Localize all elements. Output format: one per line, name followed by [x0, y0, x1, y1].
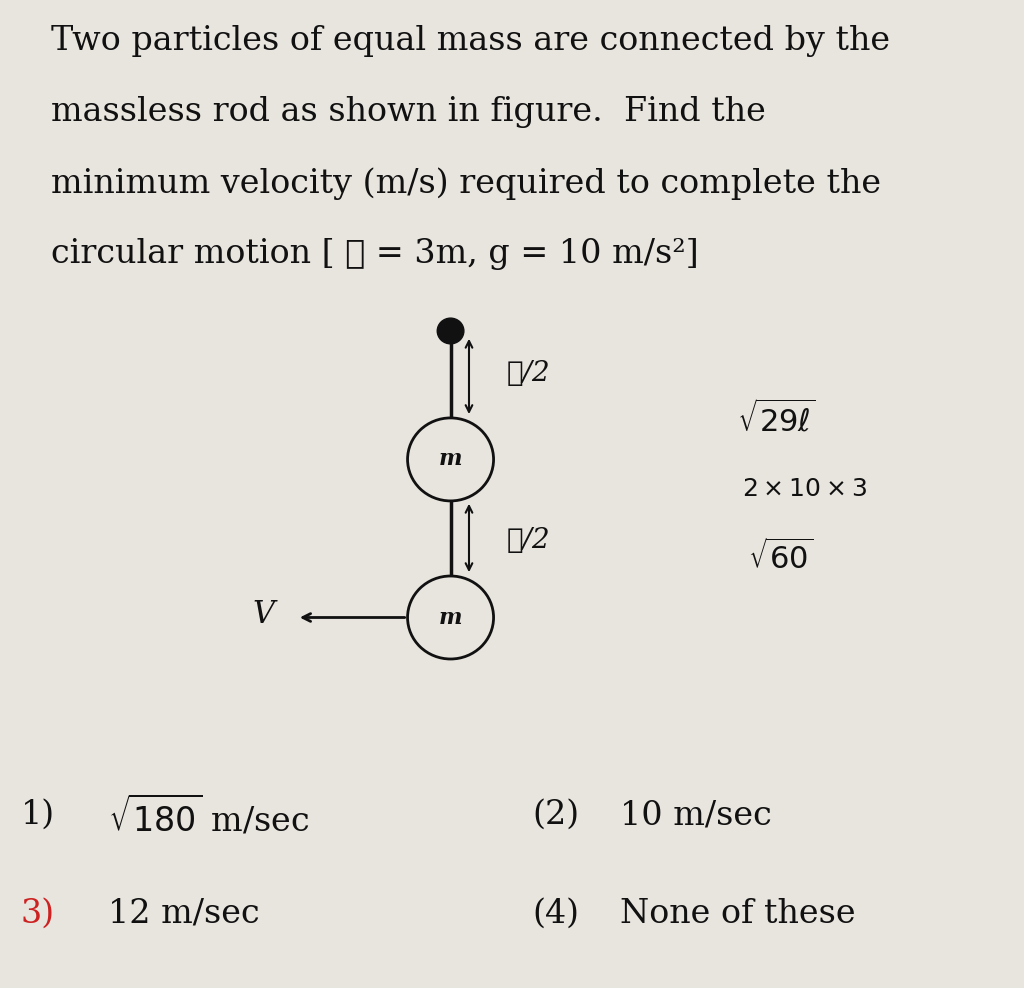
Text: 12 m/sec: 12 m/sec	[108, 898, 259, 930]
Text: $\sqrt{29\ell}$: $\sqrt{29\ell}$	[737, 401, 816, 439]
Text: m: m	[439, 449, 462, 470]
Text: ℓ/2: ℓ/2	[507, 360, 551, 387]
Text: V: V	[253, 599, 274, 630]
Circle shape	[437, 318, 464, 344]
Text: m: m	[439, 607, 462, 628]
Text: (4): (4)	[532, 898, 580, 930]
Text: (2): (2)	[532, 799, 580, 831]
Text: Two particles of equal mass are connected by the: Two particles of equal mass are connecte…	[51, 25, 890, 56]
Text: $\sqrt{180}$ m/sec: $\sqrt{180}$ m/sec	[108, 793, 309, 837]
Text: $2\times10\times3$: $2\times10\times3$	[742, 477, 867, 501]
Circle shape	[408, 418, 494, 501]
Text: ℓ/2: ℓ/2	[507, 527, 551, 554]
Text: None of these: None of these	[620, 898, 855, 930]
Text: massless rod as shown in figure.  Find the: massless rod as shown in figure. Find th…	[51, 96, 766, 127]
Text: circular motion [ ℓ = 3m, g = 10 m/s²]: circular motion [ ℓ = 3m, g = 10 m/s²]	[51, 238, 699, 270]
Circle shape	[408, 576, 494, 659]
Text: $\sqrt{60}$: $\sqrt{60}$	[748, 540, 813, 576]
Text: 1): 1)	[20, 799, 54, 831]
Text: 3): 3)	[20, 898, 54, 930]
Text: minimum velocity (m/s) required to complete the: minimum velocity (m/s) required to compl…	[51, 167, 882, 200]
Text: 10 m/sec: 10 m/sec	[620, 799, 771, 831]
